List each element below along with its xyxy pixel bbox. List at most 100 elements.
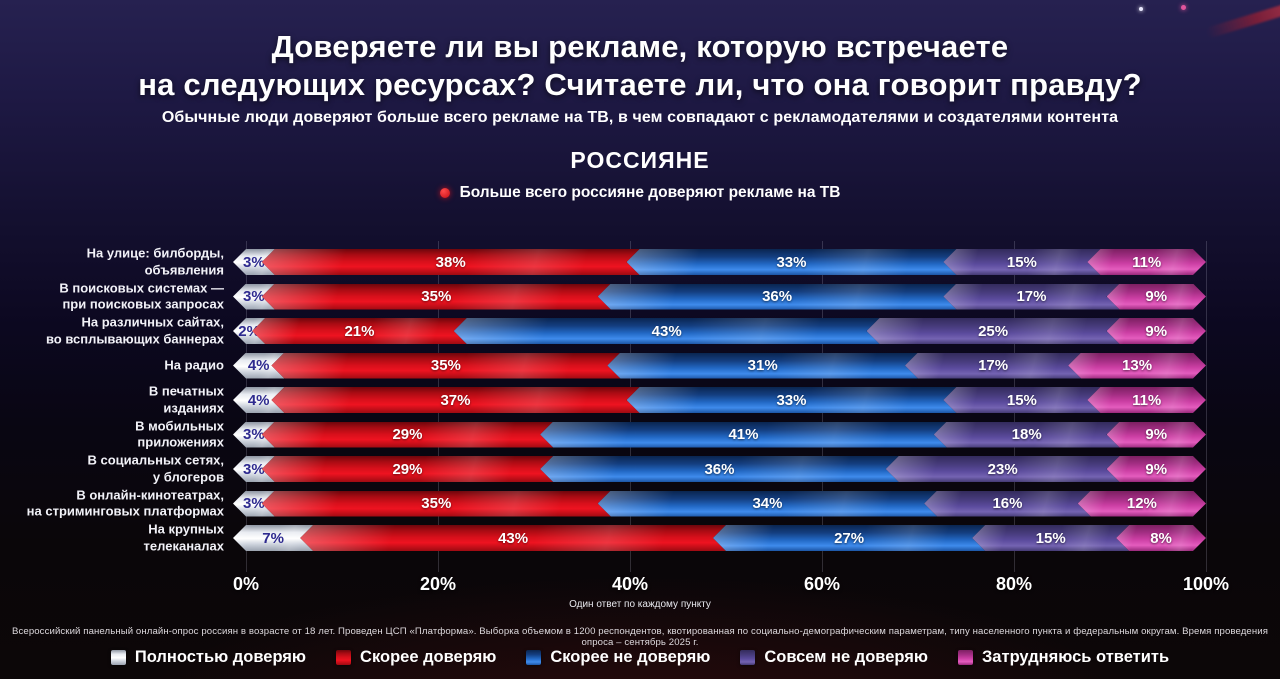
bar-segment: 29% [262, 422, 553, 448]
row-label: На крупных телеканалах [143, 521, 224, 553]
bar-segment: 36% [540, 456, 899, 482]
segment-sheen [1107, 456, 1206, 482]
gridline [1206, 241, 1207, 572]
segment-value: 43% [498, 529, 529, 547]
segment-value: 27% [834, 529, 865, 547]
segment-value: 12% [1126, 495, 1157, 512]
segment-value: 31% [747, 357, 778, 374]
bar-segment: 35% [271, 353, 620, 379]
segment-value: 34% [752, 495, 783, 512]
segment-value: 35% [421, 495, 452, 512]
x-tick-label: 0% [232, 574, 260, 594]
segment-value: 35% [421, 288, 452, 305]
bar-row: В печатных изданиях 4% 37% 33% 15% 11% [0, 383, 1280, 415]
segment-value: 37% [440, 391, 471, 409]
highlight-note-text: Больше всего россияне доверяют рекламе н… [459, 184, 841, 201]
legend-swatch [110, 650, 126, 665]
segment-value: 11% [1132, 253, 1162, 271]
segment-sheen [867, 318, 1120, 344]
section-title: РОССИЯНЕ [570, 147, 710, 173]
segment-sheen [1078, 491, 1206, 517]
segment-value: 3% [243, 253, 265, 271]
row-label: В социальных сетях, у блогеров [87, 452, 224, 484]
bar-segment: 25% [867, 318, 1120, 344]
bar-segment: 37% [271, 387, 639, 413]
segment-value: 16% [992, 495, 1023, 512]
bar-segment: 15% [943, 387, 1100, 413]
legend-swatch [336, 650, 352, 665]
segment-sheen [1068, 353, 1206, 379]
x-tick-label: 100% [1182, 574, 1230, 594]
segment-sheen [972, 525, 1129, 551]
bar-segment: 27% [713, 525, 985, 551]
segment-value: 11% [1132, 391, 1162, 409]
segment-sheen [540, 456, 899, 482]
segment-value: 3% [243, 426, 265, 443]
bar-segment: 15% [943, 249, 1100, 275]
legend-item: Скорее доверяю [336, 648, 496, 667]
segment-sheen [934, 422, 1120, 448]
x-tick-label: 60% [803, 574, 841, 594]
stacked-bar: 4% 35% 31% 17% 13% [233, 353, 1206, 379]
row-label: В поисковых системах — при поисковых зап… [59, 279, 224, 312]
segment-sheen [943, 284, 1119, 310]
bar-segment: 35% [262, 284, 611, 310]
legend-label: Затрудняюсь ответить [981, 648, 1170, 666]
segment-sheen [924, 491, 1091, 517]
segment-sheen [607, 353, 918, 379]
segment-value: 18% [1011, 426, 1042, 443]
spark-dot-icon [1139, 7, 1143, 11]
segment-value: 29% [392, 426, 423, 443]
bar-row: На радио 4% 35% 31% 17% 13% [0, 353, 1280, 379]
segment-sheen [943, 387, 1100, 413]
segment-value: 35% [430, 357, 461, 374]
segment-sheen [233, 525, 313, 551]
bar-segment: 33% [627, 387, 957, 413]
segment-value: 2% [238, 322, 260, 340]
segment-sheen [713, 525, 985, 551]
segment-sheen [627, 387, 957, 413]
red-bullet-icon [439, 187, 450, 198]
segment-sheen [886, 456, 1120, 482]
bar-segment: 43% [454, 318, 880, 344]
row-label: На улице: билборды, объявления [86, 245, 224, 277]
methodology-footnote: Всероссийский панельный онлайн-опрос рос… [11, 626, 1268, 648]
segment-sheen [300, 525, 726, 551]
segment-value: 7% [262, 529, 284, 547]
segment-sheen [252, 318, 467, 344]
legend-label: Совсем не доверяю [764, 648, 928, 666]
segment-value: 25% [978, 322, 1009, 340]
segment-value: 23% [987, 460, 1018, 478]
bar-segment: 23% [886, 456, 1120, 482]
segment-value: 41% [728, 426, 759, 443]
segment-sheen [1107, 422, 1206, 448]
segment-value: 36% [704, 460, 735, 478]
page-title-line1: Доверяете ли вы рекламе, которую встреча… [271, 29, 1009, 64]
stacked-bar: 2% 21% 43% 25% 9% [233, 318, 1206, 344]
bar-segment: 9% [1107, 456, 1206, 482]
bar-segment: 9% [1107, 284, 1206, 310]
bar-segment: 9% [1107, 422, 1206, 448]
segment-value: 4% [247, 357, 270, 374]
row-label: В печатных изданиях [148, 383, 224, 415]
segment-sheen [943, 249, 1100, 275]
bar-row: На крупных телеканалах 7% 43% 27% 15% 8% [0, 521, 1280, 553]
bar-segment: 11% [1087, 387, 1206, 413]
page-title: Доверяете ли вы рекламе, которую встреча… [0, 28, 1280, 104]
x-tick-label: 40% [611, 574, 649, 594]
segment-value: 9% [1145, 426, 1168, 443]
bar-segment: 12% [1078, 491, 1206, 517]
segment-sheen [540, 422, 947, 448]
segment-value: 33% [776, 391, 807, 409]
segment-value: 3% [243, 495, 265, 512]
bar-segment: 13% [1068, 353, 1206, 379]
segment-value: 43% [651, 322, 682, 340]
stacked-bar: 4% 37% 33% 15% 11% [233, 387, 1206, 413]
bar-segment: 31% [607, 353, 918, 379]
segment-sheen [905, 353, 1081, 379]
bar-segment: 29% [262, 456, 553, 482]
segment-value: 17% [1016, 288, 1047, 305]
segment-sheen [271, 353, 620, 379]
legend-item: Полностью доверяю [110, 648, 306, 667]
